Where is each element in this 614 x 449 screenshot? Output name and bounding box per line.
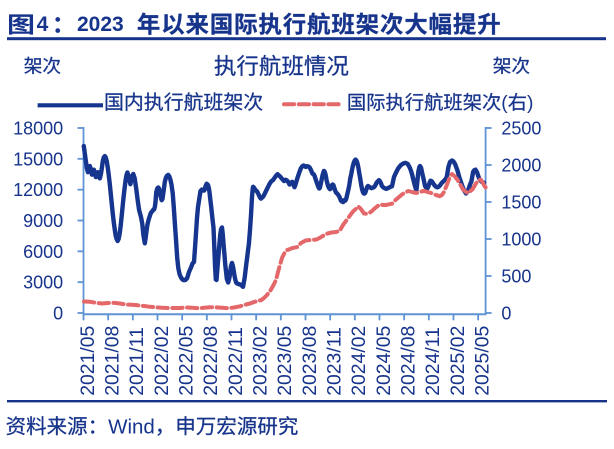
svg-text:6000: 6000 <box>23 242 63 262</box>
svg-text:2023: 2023 <box>77 13 124 36</box>
svg-text:2024/11: 2024/11 <box>422 327 444 396</box>
svg-text:2022/11: 2022/11 <box>225 327 247 396</box>
svg-text:1000: 1000 <box>501 230 541 250</box>
svg-text:2023/05: 2023/05 <box>274 326 296 396</box>
svg-text:1500: 1500 <box>501 193 541 213</box>
svg-text:15000: 15000 <box>13 149 63 169</box>
svg-text:2022/05: 2022/05 <box>176 326 198 396</box>
svg-text:2021/11: 2021/11 <box>126 327 148 396</box>
svg-text:2021/08: 2021/08 <box>102 326 124 396</box>
svg-text:(: ( <box>501 93 508 114</box>
svg-text:2023/11: 2023/11 <box>324 327 346 396</box>
svg-text:2022/02: 2022/02 <box>151 326 173 396</box>
svg-text:3000: 3000 <box>23 273 63 293</box>
svg-text:12000: 12000 <box>13 180 63 200</box>
svg-text:2024/08: 2024/08 <box>398 326 420 396</box>
svg-text:9000: 9000 <box>23 211 63 231</box>
svg-text:2024/02: 2024/02 <box>348 326 370 396</box>
svg-text:Wind: Wind <box>108 416 155 439</box>
svg-text:2500: 2500 <box>501 119 541 139</box>
svg-text:4: 4 <box>37 13 49 36</box>
svg-text:2023/08: 2023/08 <box>299 326 321 396</box>
svg-text:0: 0 <box>53 304 63 324</box>
svg-text:2025/05: 2025/05 <box>472 326 494 396</box>
svg-text:2025/02: 2025/02 <box>447 326 469 396</box>
svg-text:2021/05: 2021/05 <box>77 326 99 396</box>
svg-text:2023/02: 2023/02 <box>250 326 272 396</box>
svg-text:): ) <box>527 93 533 114</box>
svg-text:2024/05: 2024/05 <box>373 326 395 396</box>
svg-text:500: 500 <box>501 267 531 287</box>
svg-text:2022/08: 2022/08 <box>200 326 222 396</box>
svg-text:2000: 2000 <box>501 156 541 176</box>
svg-text:18000: 18000 <box>13 119 63 139</box>
svg-text:0: 0 <box>501 304 511 324</box>
